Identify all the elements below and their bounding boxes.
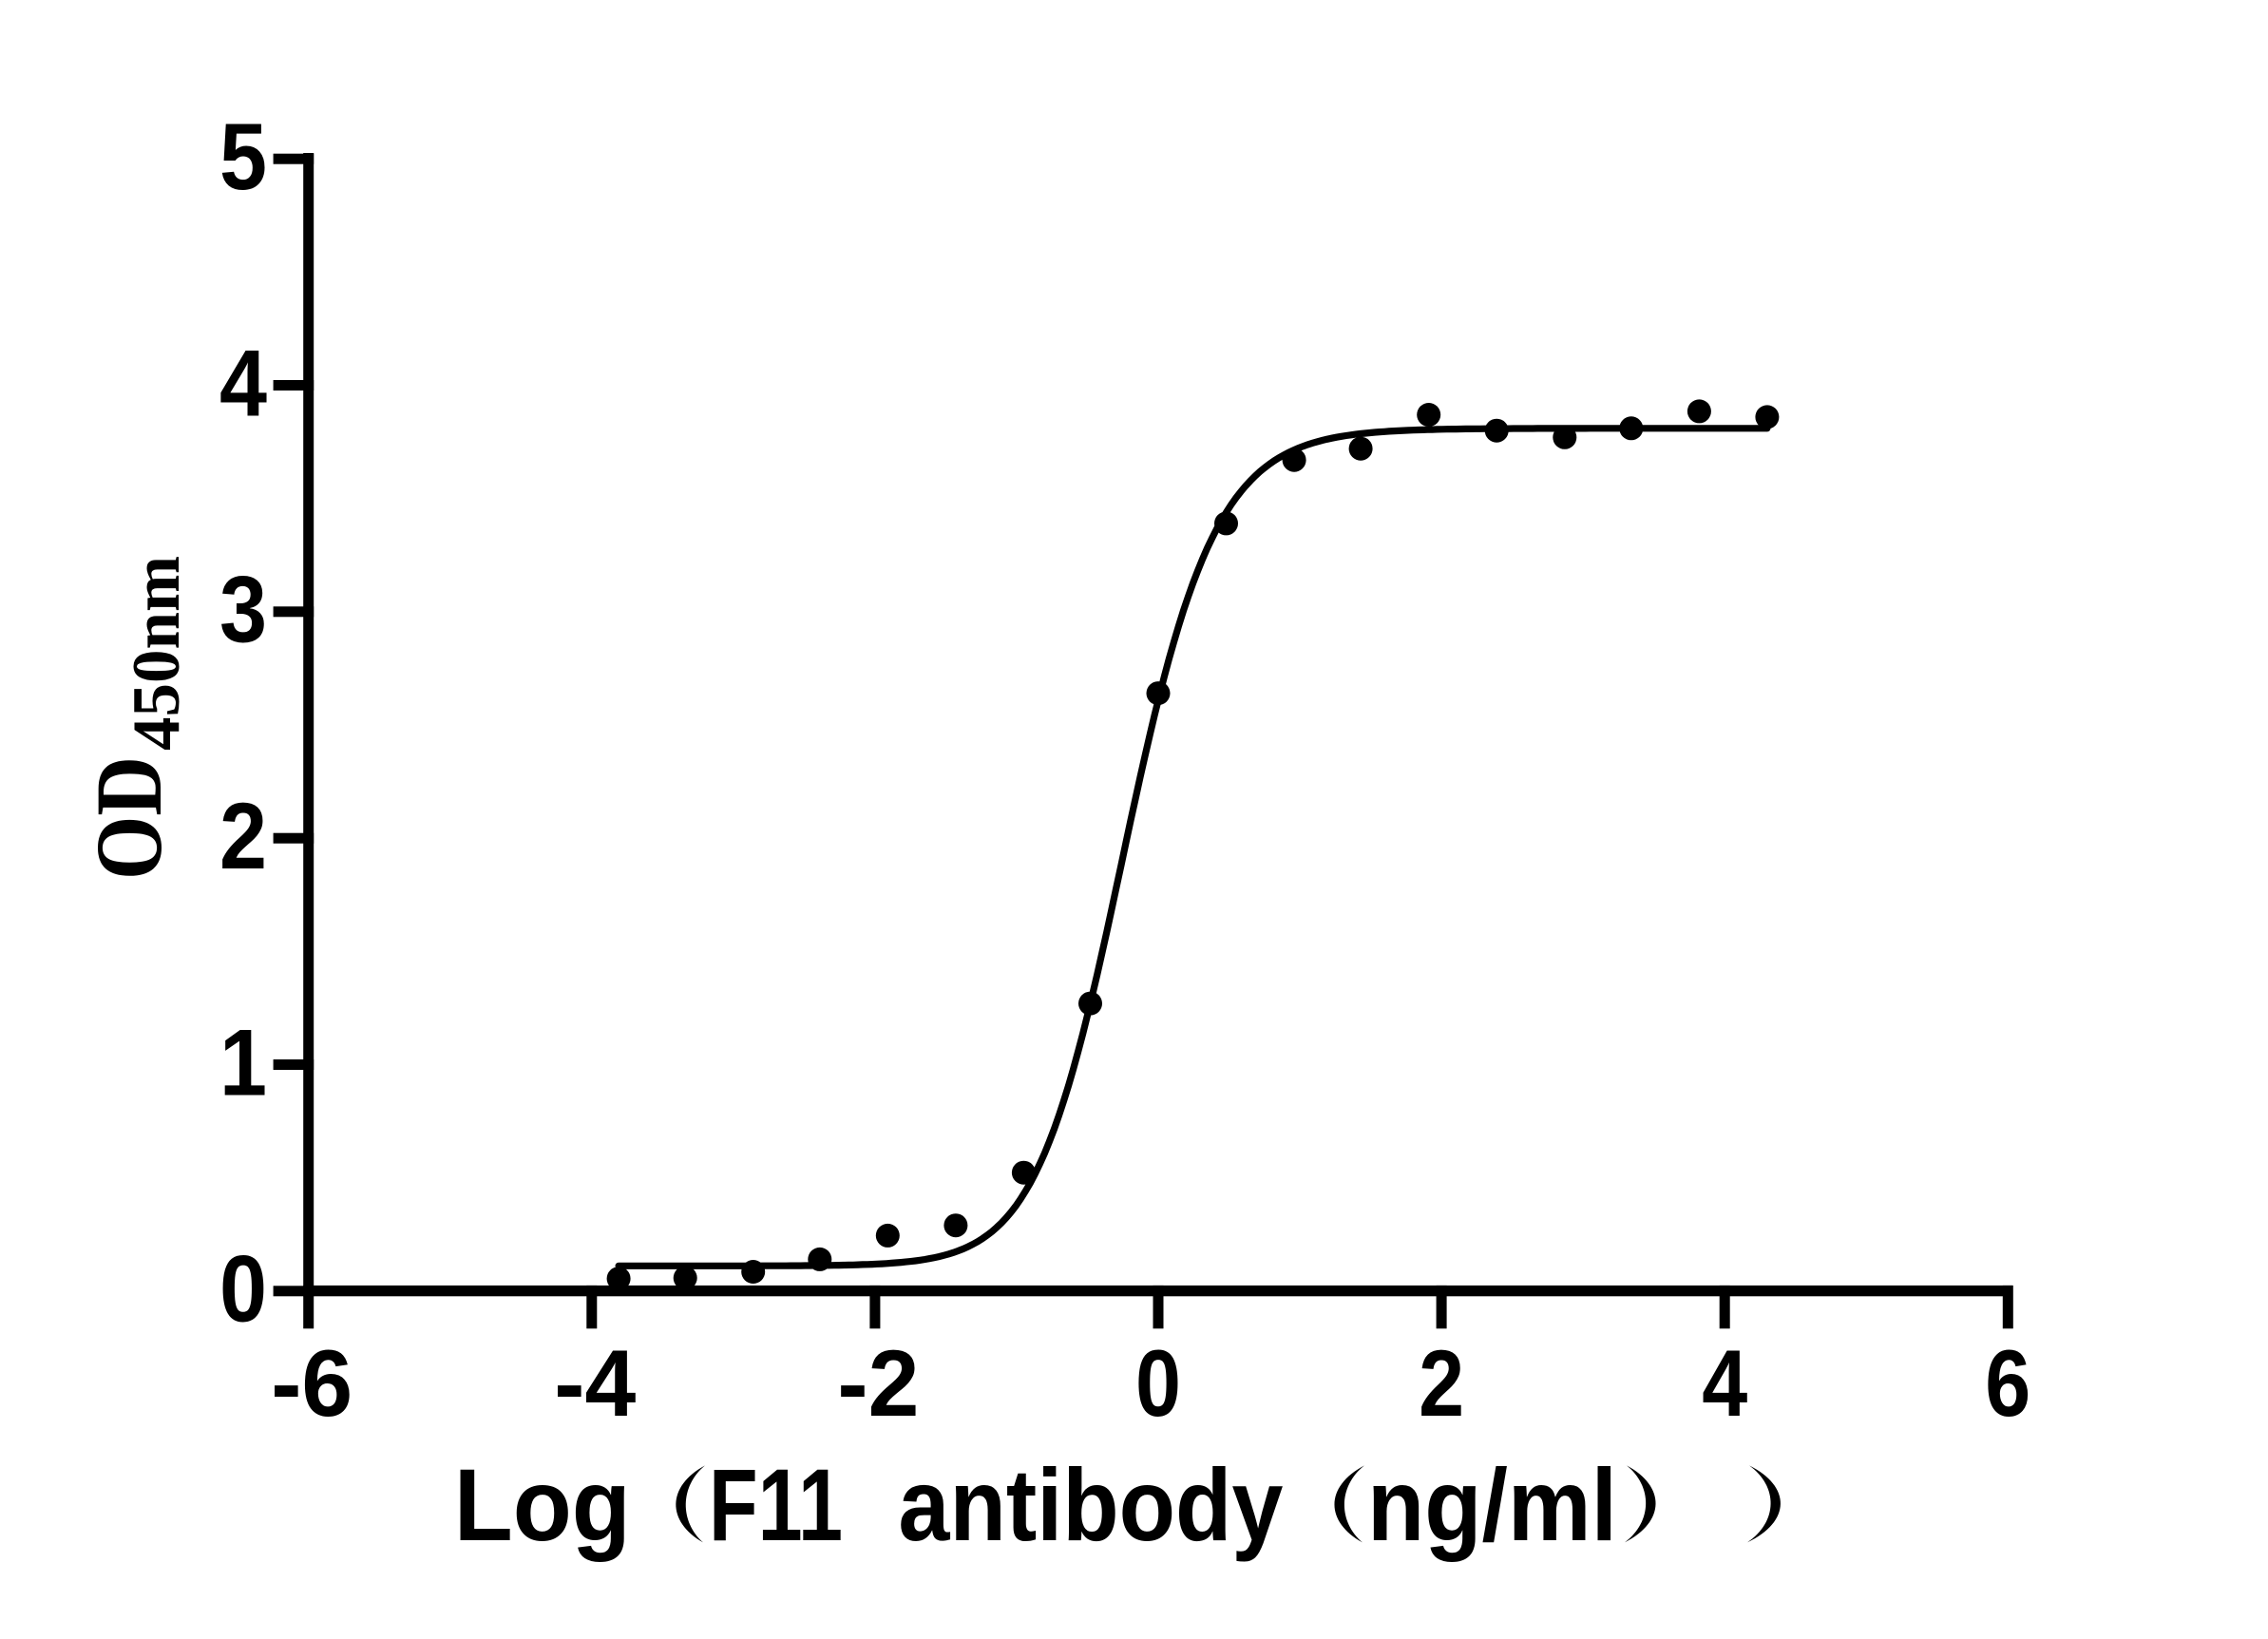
svg-text:0: 0 [219, 1236, 267, 1342]
svg-text:0: 0 [1135, 1330, 1181, 1436]
svg-text:6: 6 [1985, 1330, 2030, 1436]
svg-text:ng/ml: ng/ml [1367, 1448, 1617, 1562]
svg-text:4: 4 [219, 330, 267, 435]
svg-text:-4: -4 [554, 1330, 636, 1436]
svg-text:F11: F11 [709, 1448, 843, 1562]
svg-text:-2: -2 [837, 1330, 919, 1436]
svg-text:4: 4 [1702, 1330, 1747, 1436]
svg-text:Log: Log [454, 1448, 631, 1562]
svg-text:OD: OD [76, 756, 181, 880]
svg-text:3: 3 [219, 557, 267, 662]
svg-text:-6: -6 [271, 1330, 353, 1436]
svg-text:2: 2 [219, 783, 267, 888]
svg-text:450nm: 450nm [120, 556, 194, 751]
svg-text:antibody: antibody [898, 1448, 1283, 1562]
svg-text:2: 2 [1419, 1330, 1464, 1436]
svg-text:5: 5 [219, 104, 267, 209]
svg-text:1: 1 [219, 1009, 267, 1115]
